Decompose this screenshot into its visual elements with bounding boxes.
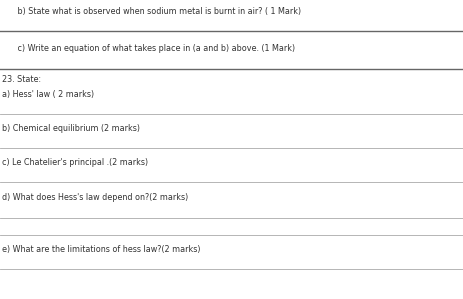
Text: b) Chemical equilibrium (2 marks): b) Chemical equilibrium (2 marks): [2, 124, 140, 133]
Text: e) What are the limitations of hess law?(2 marks): e) What are the limitations of hess law?…: [2, 245, 201, 254]
Text: a) Hess' law ( 2 marks): a) Hess' law ( 2 marks): [2, 90, 94, 99]
Text: d) What does Hess's law depend on?(2 marks): d) What does Hess's law depend on?(2 mar…: [2, 193, 188, 202]
Text: c) Le Chatelier's principal .(2 marks): c) Le Chatelier's principal .(2 marks): [2, 158, 149, 167]
Text: b) State what is observed when sodium metal is burnt in air? ( 1 Mark): b) State what is observed when sodium me…: [10, 7, 301, 16]
Text: 23. State:: 23. State:: [2, 75, 42, 84]
Text: c) Write an equation of what takes place in (a and b) above. (1 Mark): c) Write an equation of what takes place…: [10, 44, 295, 53]
